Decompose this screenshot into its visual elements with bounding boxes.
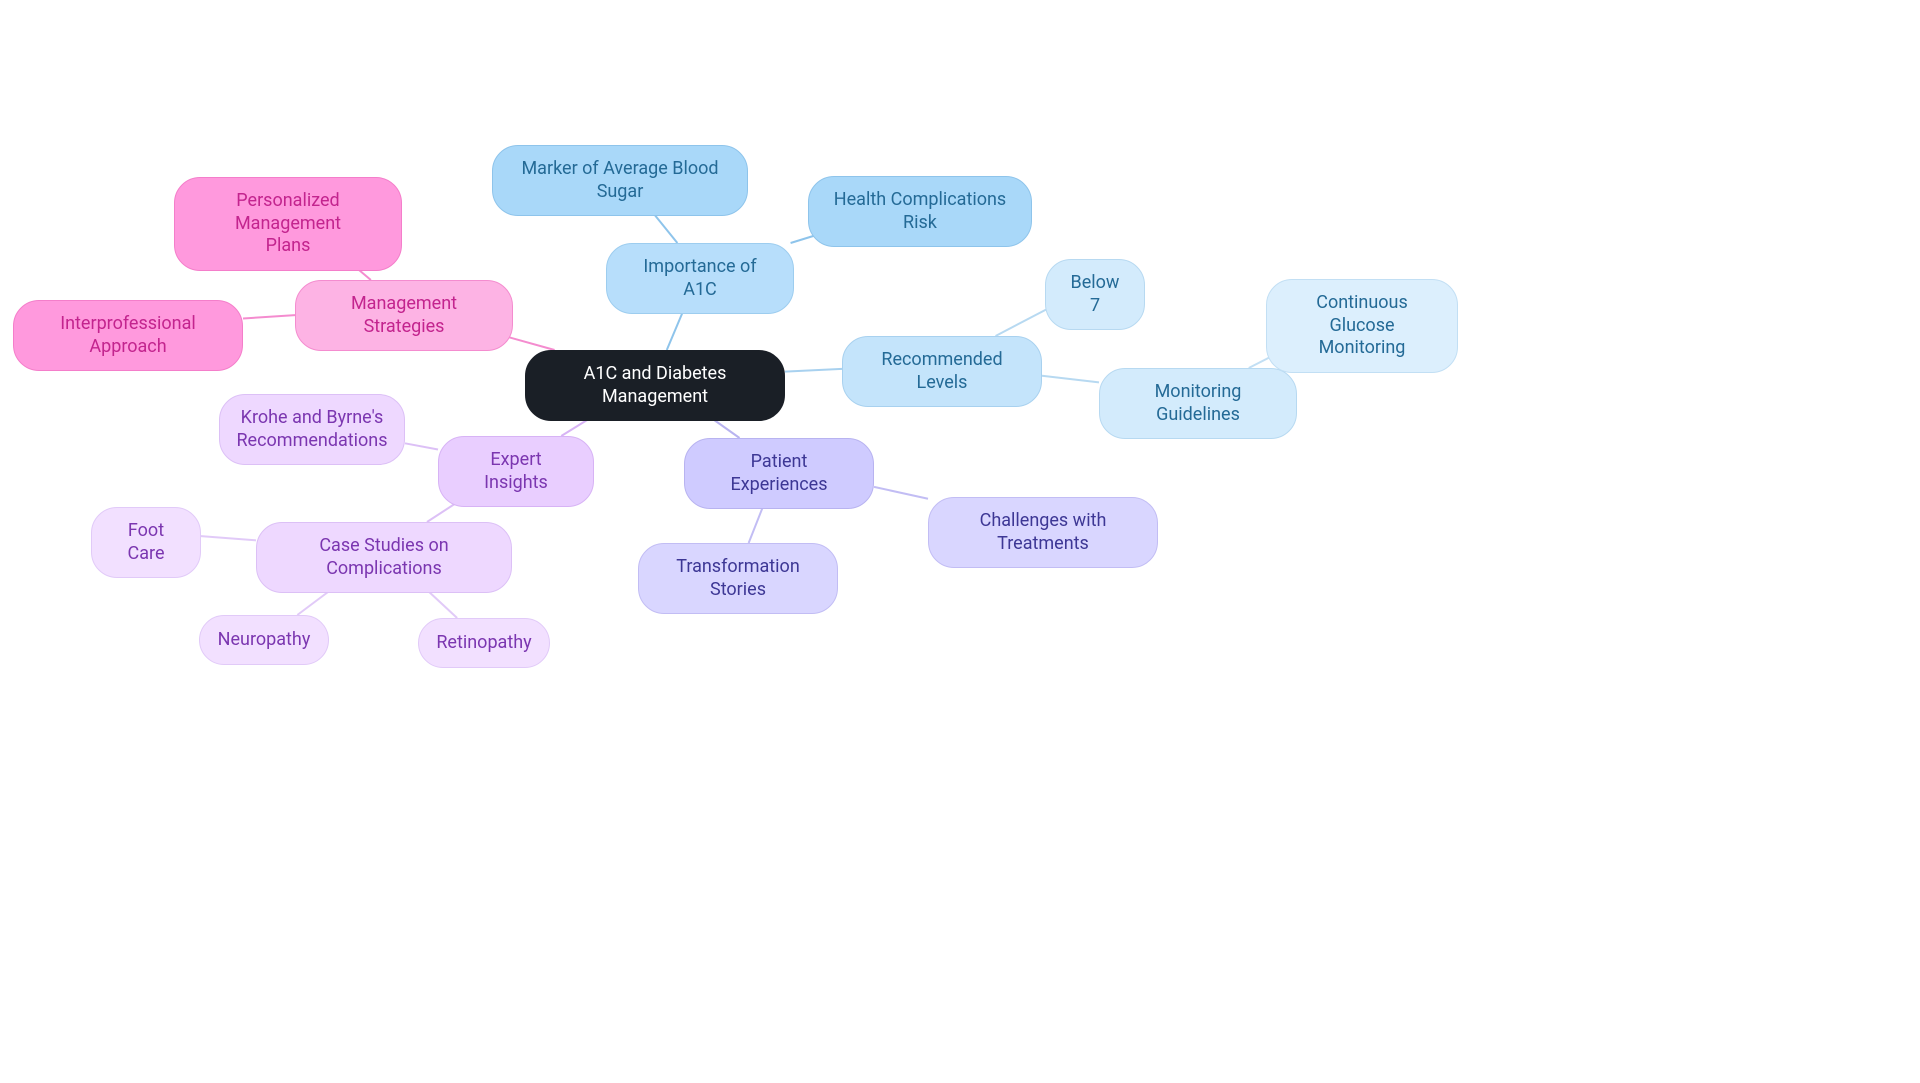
mindmap-canvas: A1C and Diabetes Management Management St… xyxy=(0,0,1920,1083)
node-label: Transformation Stories xyxy=(661,556,815,601)
node-imp-risk: Health Complications Risk xyxy=(808,176,1032,247)
node-label: Patient Experiences xyxy=(707,451,851,496)
edge xyxy=(996,309,1048,336)
node-label: Retinopathy xyxy=(436,632,531,655)
node-label: Foot Care xyxy=(114,520,178,565)
node-label: Krohe and Byrne'sRecommendations xyxy=(236,407,387,452)
edge xyxy=(1042,376,1099,383)
node-label: Continuous GlucoseMonitoring xyxy=(1289,292,1435,360)
edge xyxy=(201,536,256,540)
node-exp: Expert Insights xyxy=(438,436,594,507)
node-label: Challenges with Treatments xyxy=(951,510,1135,555)
node-label: Marker of Average Blood Sugar xyxy=(515,158,725,203)
node-rec-b7: Below 7 xyxy=(1045,259,1145,330)
node-pat-chal: Challenges with Treatments xyxy=(928,497,1158,568)
edge xyxy=(874,487,928,499)
node-exp-kb: Krohe and Byrne'sRecommendations xyxy=(219,394,405,465)
edge xyxy=(243,315,295,318)
node-label: Importance of A1C xyxy=(629,256,771,301)
edge xyxy=(504,336,554,350)
node-mgmt-ip: Interprofessional Approach xyxy=(13,300,243,371)
edge xyxy=(785,369,842,372)
node-rec-cgm: Continuous GlucoseMonitoring xyxy=(1266,279,1458,373)
node-pat: Patient Experiences xyxy=(684,438,874,509)
node-label: Neuropathy xyxy=(218,629,311,652)
node-label: Interprofessional Approach xyxy=(36,313,220,358)
node-cs-retin: Retinopathy xyxy=(418,618,550,668)
edge xyxy=(405,443,438,449)
node-imp: Importance of A1C xyxy=(606,243,794,314)
node-label: Health Complications Risk xyxy=(831,189,1009,234)
node-label: Monitoring Guidelines xyxy=(1122,381,1274,426)
node-label: Expert Insights xyxy=(461,449,571,494)
node-mgmt: Management Strategies xyxy=(295,280,513,351)
node-exp-cs: Case Studies on Complications xyxy=(256,522,512,593)
node-label: Recommended Levels xyxy=(865,349,1019,394)
node-label: Below 7 xyxy=(1068,272,1122,317)
node-cs-neuro: Neuropathy xyxy=(199,615,329,665)
node-pat-trans: Transformation Stories xyxy=(638,543,838,614)
node-label: Case Studies on Complications xyxy=(279,535,489,580)
node-cs-foot: Foot Care xyxy=(91,507,201,578)
node-label: Management Strategies xyxy=(318,293,490,338)
node-rec: Recommended Levels xyxy=(842,336,1042,407)
node-label: A1C and Diabetes Management xyxy=(548,363,762,408)
node-mgmt-plan: Personalized ManagementPlans xyxy=(174,177,402,271)
node-root: A1C and Diabetes Management xyxy=(525,350,785,421)
node-imp-marker: Marker of Average Blood Sugar xyxy=(492,145,748,216)
node-rec-mg: Monitoring Guidelines xyxy=(1099,368,1297,439)
node-label: Personalized ManagementPlans xyxy=(197,190,379,258)
